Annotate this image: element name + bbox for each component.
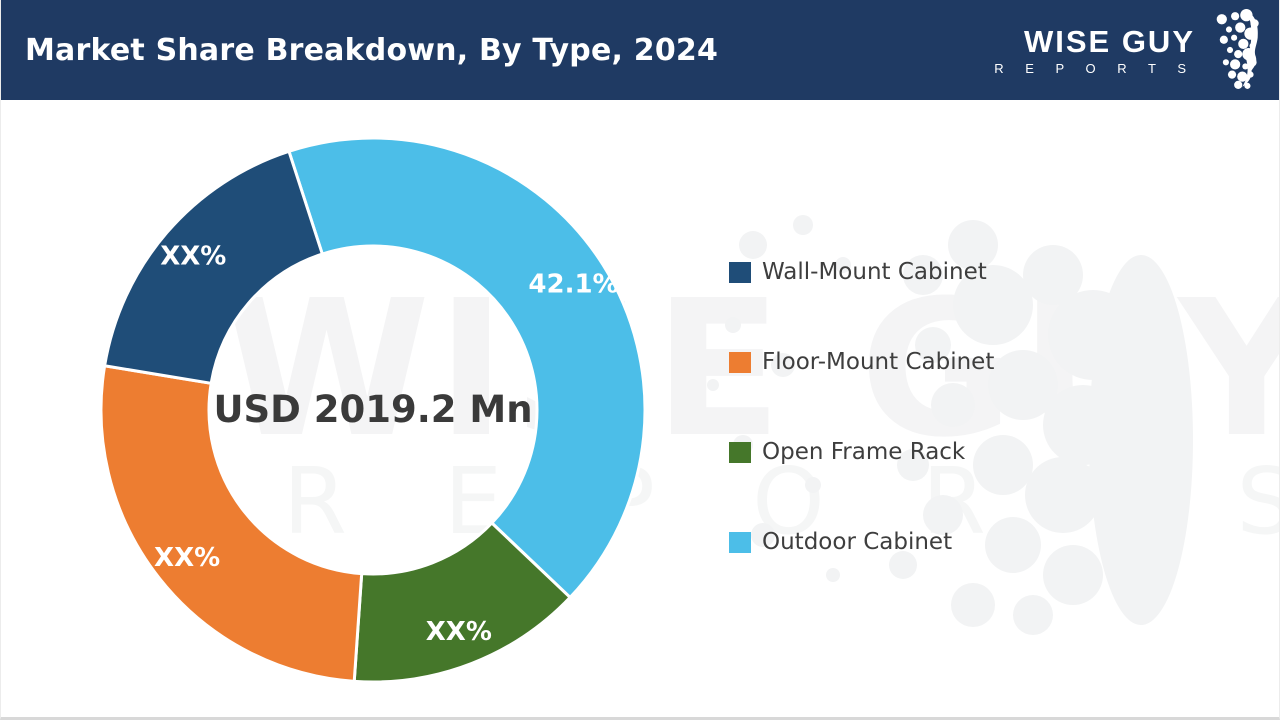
chart-area: WISE GUY R E P O R T S 42.1% XX% XX% XX% US… (1, 100, 1279, 717)
brand-logo-text: WISE GUY R E P O R T S (994, 26, 1195, 75)
page-title: Market Share Breakdown, By Type, 2024 (25, 32, 719, 68)
donut-slice-floor-mount-cabinet (99, 364, 364, 683)
legend-item-wall-mount-cabinet: Wall-Mount Cabinet (729, 250, 994, 294)
donut-slice-wall-mount-cabinet (103, 149, 324, 385)
legend-swatch-icon (729, 531, 751, 553)
donut-slice-outdoor-cabinet (287, 136, 647, 599)
legend: Wall-Mount Cabinet Floor-Mount Cabinet Ope… (729, 250, 994, 610)
legend-item-open-frame-rack: Open Frame Rack (729, 430, 994, 474)
brand-face-icon (1216, 9, 1259, 89)
brand-logo: WISE GUY R E P O R T S (994, 9, 1259, 91)
header: Market Share Breakdown, By Type, 2024 WI… (1, 0, 1279, 100)
chart-center-label: USD 2019.2 Mn (213, 388, 532, 431)
donut-chart: 42.1% XX% XX% XX% USD 2019.2 Mn (99, 136, 647, 684)
legend-label: Open Frame Rack (762, 439, 966, 465)
brand-subname: R E P O R T S (994, 60, 1195, 76)
legend-label: Wall-Mount Cabinet (762, 259, 987, 285)
legend-label: Floor-Mount Cabinet (762, 349, 995, 375)
watermark-face-icon (707, 215, 1193, 635)
legend-item-outdoor-cabinet: Outdoor Cabinet (729, 520, 994, 564)
legend-swatch-icon (729, 441, 751, 463)
slice-value-label: XX% (160, 242, 226, 272)
legend-item-floor-mount-cabinet: Floor-Mount Cabinet (729, 340, 994, 384)
slice-value-label: 42.1% (528, 270, 618, 300)
slice-value-label: XX% (154, 543, 220, 573)
legend-swatch-icon (729, 261, 751, 283)
legend-label: Outdoor Cabinet (762, 529, 953, 555)
slice-value-label: XX% (426, 617, 492, 647)
brand-name: WISE GUY (1023, 23, 1195, 59)
legend-swatch-icon (729, 351, 751, 373)
